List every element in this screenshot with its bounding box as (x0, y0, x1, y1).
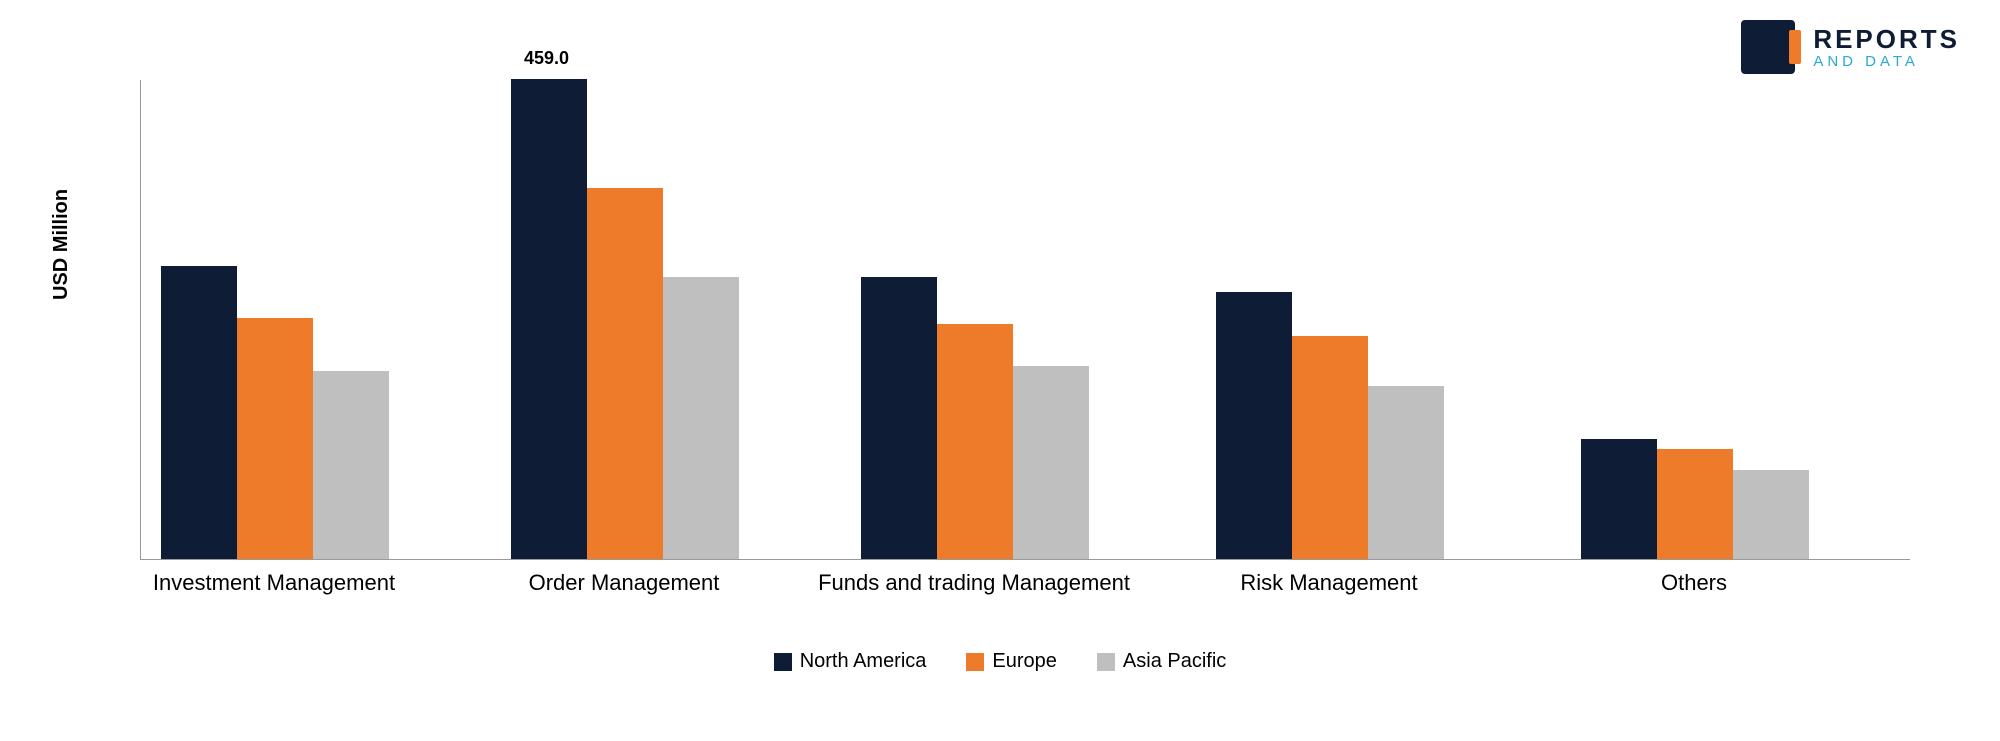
x-axis-category-label: Others (1661, 570, 1727, 596)
bar (861, 277, 937, 559)
legend-label: Asia Pacific (1123, 650, 1226, 673)
bar (1657, 449, 1733, 559)
bar (1733, 470, 1809, 559)
brand-logo: REPORTS AND DATA (1741, 20, 1960, 74)
logo-line-2: AND DATA (1813, 54, 1960, 69)
legend-item: North America (774, 650, 927, 673)
bar (663, 277, 739, 559)
bar (937, 324, 1013, 559)
legend-label: Europe (992, 650, 1057, 673)
bar (1216, 292, 1292, 559)
logo-text: REPORTS AND DATA (1813, 26, 1960, 69)
bar (237, 318, 313, 559)
legend-label: North America (800, 650, 927, 673)
x-axis-category-label: Risk Management (1240, 570, 1417, 596)
bar-data-label: 459.0 (524, 48, 569, 69)
chart-plot-area: 459.0 (140, 80, 1910, 560)
bar-group (1581, 439, 1809, 559)
bar-group (511, 79, 739, 559)
x-axis-category-label: Order Management (529, 570, 720, 596)
y-axis-label: USD Million (50, 189, 73, 300)
chart-legend: North America Europe Asia Pacific (0, 650, 2000, 673)
bar-group (861, 277, 1089, 559)
x-axis-category-label: Investment Management (153, 570, 395, 596)
bar (1368, 386, 1444, 559)
bar (587, 188, 663, 559)
bar (1292, 336, 1368, 559)
bar (313, 371, 389, 559)
bar (511, 79, 587, 559)
bar (1581, 439, 1657, 559)
x-axis-category-label: Funds and trading Management (818, 570, 1130, 596)
legend-swatch (1097, 653, 1115, 671)
bar (1013, 366, 1089, 559)
logo-icon (1741, 20, 1795, 74)
bar-group (1216, 292, 1444, 559)
legend-swatch (966, 653, 984, 671)
bar (161, 266, 237, 559)
legend-swatch (774, 653, 792, 671)
x-axis-labels: Investment Management Order Management Fun… (140, 570, 1910, 610)
logo-line-1: REPORTS (1813, 26, 1960, 52)
legend-item: Asia Pacific (1097, 650, 1226, 673)
bar-group (161, 266, 389, 559)
legend-item: Europe (966, 650, 1057, 673)
